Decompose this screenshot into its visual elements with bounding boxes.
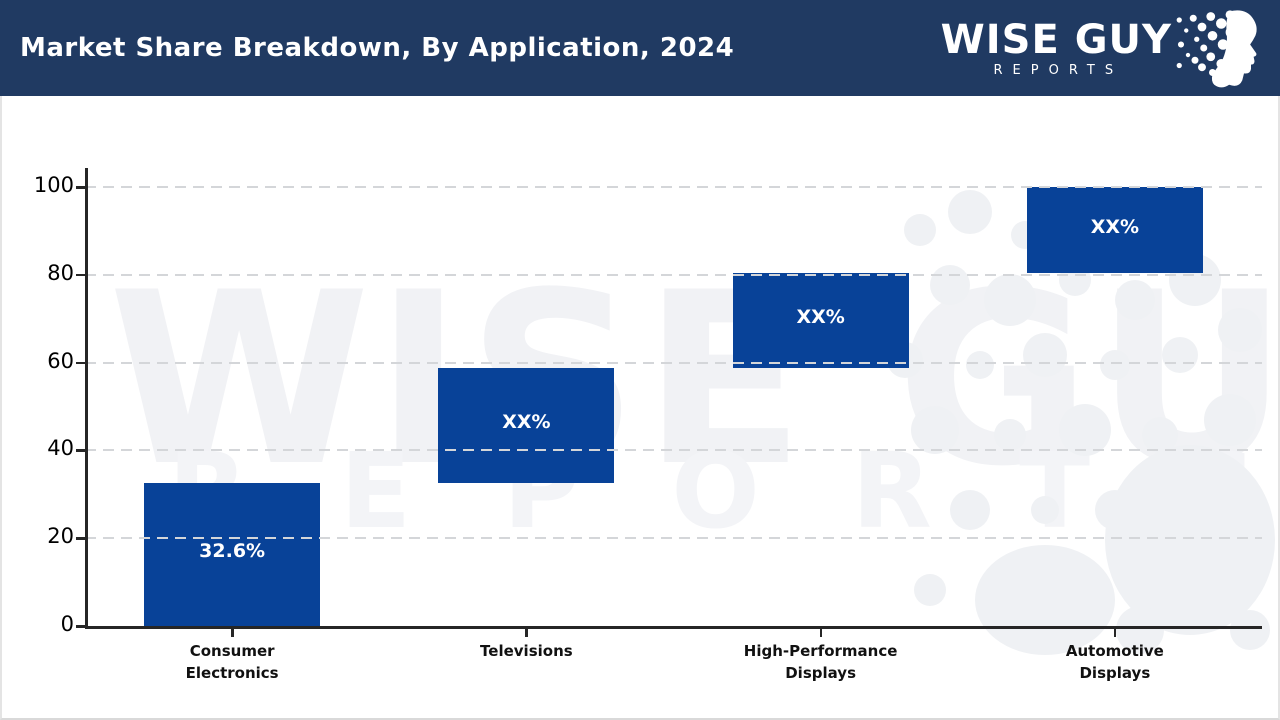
x-axis-line <box>85 626 1262 629</box>
bar-value-label-consumer-electronics: 32.6% <box>199 540 266 563</box>
bar-value-label-high-performance-displays: XX% <box>796 306 845 329</box>
ytick-mark-20 <box>76 537 85 540</box>
bar-automotive-displays: XX% <box>1026 187 1203 274</box>
xtick-label-televisions: Televisions <box>376 641 676 663</box>
xtick-mark-high-performance-displays <box>819 628 823 637</box>
bar-value-label-automotive-displays: XX% <box>1090 216 1140 239</box>
logo-wordmark: WISE GUY REPORTS <box>941 19 1172 78</box>
xtick-label-line: High-Performance <box>743 642 898 660</box>
ytick-mark-0 <box>76 625 85 628</box>
xtick-label-line: Electronics <box>185 663 279 682</box>
ytick-label-40: 40 <box>47 436 74 461</box>
gridline-40 <box>85 449 1262 452</box>
xtick-mark-automotive-displays <box>1113 628 1117 637</box>
xtick-label-line: Automotive <box>1065 642 1164 660</box>
ytick-label-20: 20 <box>47 524 74 549</box>
gridline-100 <box>85 186 1262 188</box>
gridline-60 <box>85 361 1262 364</box>
ytick-label-100: 100 <box>33 173 74 197</box>
page-title: Market Share Breakdown, By Application, … <box>20 33 735 63</box>
ytick-mark-100 <box>76 186 85 189</box>
xtick-label-automotive-displays: Automotive Displays <box>965 641 1265 685</box>
ytick-mark-40 <box>76 449 85 452</box>
xtick-label-consumer-electronics: Consumer Electronics <box>82 641 382 685</box>
xtick-label-high-performance-displays: High-Performance Displays <box>671 641 971 685</box>
brand-logo: WISE GUY REPORTS <box>941 6 1266 90</box>
bar-televisions: XX% <box>438 367 615 483</box>
ytick-label-0: 0 <box>60 612 74 636</box>
xtick-mark-televisions <box>525 628 528 637</box>
logo-face-icon <box>1176 10 1257 88</box>
bar-consumer-electronics: 32.6% <box>144 482 321 626</box>
y-axis-line <box>85 168 88 628</box>
ytick-label-60: 60 <box>47 348 74 373</box>
ytick-label-80: 80 <box>47 260 74 285</box>
xtick-mark-consumer-electronics <box>231 628 234 637</box>
ytick-mark-80 <box>76 273 85 277</box>
xtick-label-line: Televisions <box>480 642 573 660</box>
xtick-label-line: Displays <box>785 663 857 682</box>
bar-value-label-televisions: XX% <box>502 411 551 434</box>
logo-wordmark-line1: WISE GUY <box>940 16 1172 63</box>
header-bar: Market Share Breakdown, By Application, … <box>0 0 1280 96</box>
gridline-80 <box>85 273 1262 276</box>
gridline-20 <box>85 537 1262 540</box>
xtick-label-line: Displays <box>1079 663 1151 682</box>
logo-wordmark-line2: REPORTS <box>993 62 1124 78</box>
xtick-label-line: Consumer <box>189 642 275 660</box>
ytick-mark-60 <box>76 361 85 365</box>
bar-high-performance-displays: XX% <box>732 273 909 368</box>
